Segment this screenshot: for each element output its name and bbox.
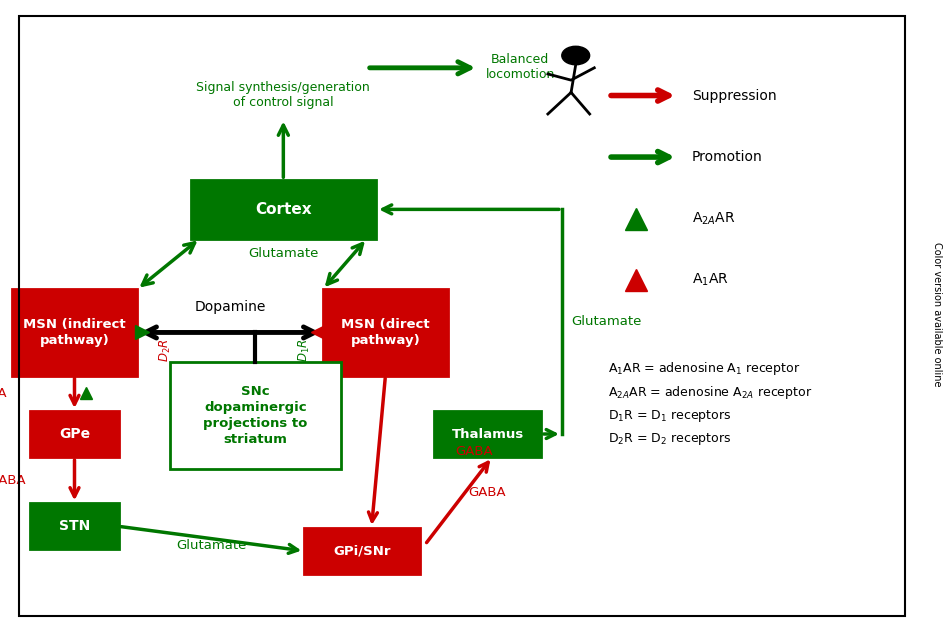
Text: MSN (direct
pathway): MSN (direct pathway) xyxy=(341,318,429,347)
Text: GABA: GABA xyxy=(467,486,506,499)
Text: Balanced
locomotion: Balanced locomotion xyxy=(486,53,555,80)
Bar xyxy=(11,290,137,376)
Text: STN: STN xyxy=(59,519,90,533)
Text: SNc
dopaminergic
projections to
striatum: SNc dopaminergic projections to striatum xyxy=(204,385,307,446)
Bar xyxy=(30,411,119,457)
Bar xyxy=(323,290,448,376)
Bar xyxy=(30,503,119,550)
Text: Signal synthesis/generation
of control signal: Signal synthesis/generation of control s… xyxy=(196,82,370,109)
Text: Glutamate: Glutamate xyxy=(571,315,642,328)
Circle shape xyxy=(562,46,589,65)
Bar xyxy=(169,362,342,469)
Bar xyxy=(434,411,541,457)
Text: GPi/SNr: GPi/SNr xyxy=(333,544,391,558)
Text: D$_2$R: D$_2$R xyxy=(157,338,172,362)
Text: D$_1$R: D$_1$R xyxy=(297,338,311,362)
Text: GABA: GABA xyxy=(0,387,8,400)
Text: GABA: GABA xyxy=(455,445,493,458)
Text: MSN (indirect
pathway): MSN (indirect pathway) xyxy=(23,318,126,347)
Text: Dopamine: Dopamine xyxy=(194,300,266,314)
Text: A$_{2A}$AR: A$_{2A}$AR xyxy=(692,210,735,227)
Text: A$_1$AR: A$_1$AR xyxy=(692,272,728,288)
Text: GABA: GABA xyxy=(0,474,26,487)
Text: Suppression: Suppression xyxy=(692,89,777,102)
Text: Cortex: Cortex xyxy=(255,202,311,217)
Text: GPe: GPe xyxy=(59,427,90,441)
Bar xyxy=(305,528,420,574)
Text: Glutamate: Glutamate xyxy=(248,247,319,260)
Text: Promotion: Promotion xyxy=(692,150,763,164)
Bar xyxy=(190,180,376,239)
Text: Thalamus: Thalamus xyxy=(451,428,524,440)
Text: Glutamate: Glutamate xyxy=(176,539,247,551)
Text: Color version available online: Color version available online xyxy=(932,242,942,386)
Text: A$_1$AR = adenosine A$_1$ receptor
A$_{2A}$AR = adenosine A$_{2A}$ receptor
D$_1: A$_1$AR = adenosine A$_1$ receptor A$_{2… xyxy=(608,360,812,447)
